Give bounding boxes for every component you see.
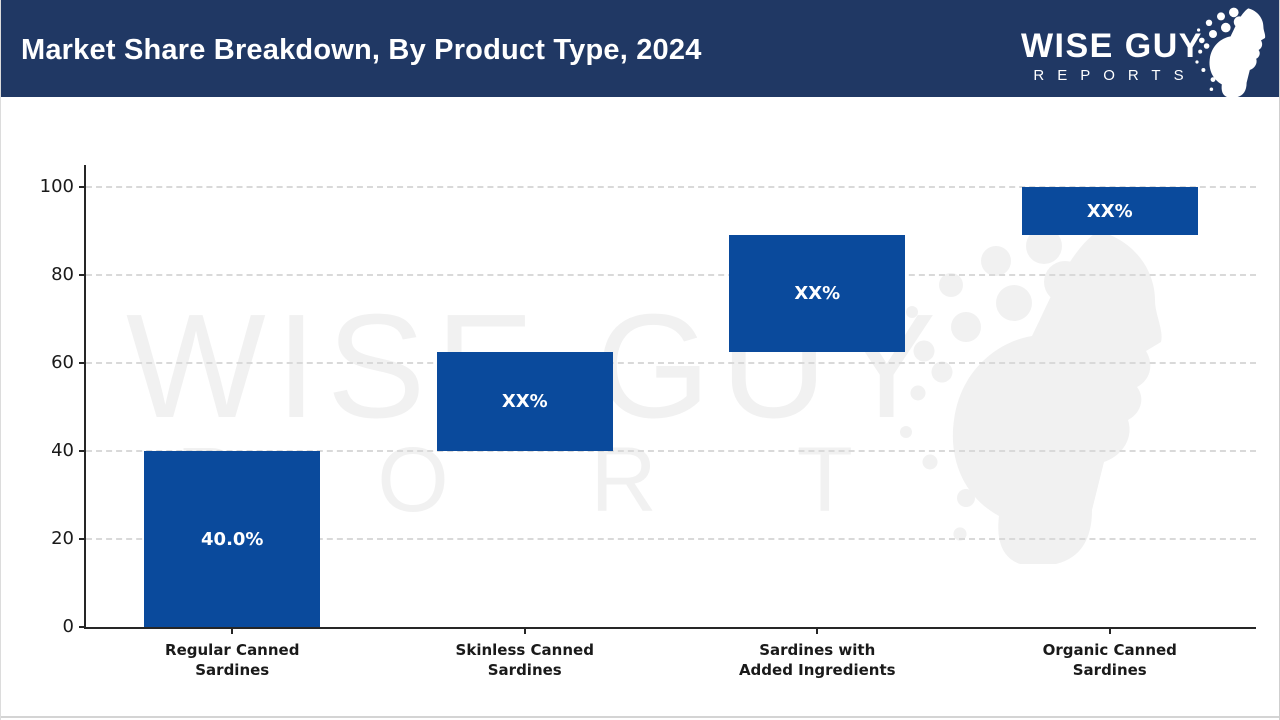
x-axis-category-line: Sardines with — [759, 641, 876, 659]
brand-name: WISE GUY — [1020, 26, 1203, 65]
x-axis-category-line: Skinless Canned — [455, 641, 594, 659]
bar-value-label: XX% — [794, 283, 841, 305]
x-tick — [816, 627, 819, 634]
y-axis-tick-label: 20 — [51, 528, 74, 549]
x-axis-category-label: Regular Canned Sardines — [107, 640, 357, 680]
brand-head-icon — [1195, 7, 1266, 98]
y-gridline — [86, 274, 1256, 276]
x-axis-category-line: Added Ingredients — [738, 661, 896, 679]
bar-segment: XX% — [436, 352, 613, 451]
bar-value-label: XX% — [501, 391, 548, 412]
x-axis-category-line: Sardines — [487, 661, 562, 679]
y-tick — [79, 186, 86, 188]
x-tick — [231, 627, 234, 634]
y-axis-tick-label: 0 — [62, 616, 74, 637]
bottom-divider — [1, 716, 1279, 718]
y-tick — [79, 450, 86, 452]
brand-subname: REPORTS — [1033, 66, 1197, 84]
x-axis-category-line: Sardines — [195, 661, 270, 679]
brand-logo-text: WISE GUY REPORTS — [1021, 27, 1203, 84]
y-tick — [79, 538, 86, 540]
y-axis-tick-label: 40 — [51, 440, 74, 461]
x-tick — [1108, 627, 1111, 634]
y-axis-tick-label: 80 — [51, 264, 74, 285]
page-title: Market Share Breakdown, By Product Type,… — [21, 34, 702, 66]
header-bar: Market Share Breakdown, By Product Type,… — [1, 0, 1279, 98]
x-axis-category-line: Sardines — [1072, 661, 1147, 679]
brand-logo: WISE GUY REPORTS — [1021, 6, 1271, 98]
x-axis-category-line: Organic Canned — [1042, 641, 1177, 659]
y-tick — [79, 362, 86, 364]
x-axis-category-label: Sardines with Added Ingredients — [692, 640, 942, 680]
y-gridline — [86, 186, 1256, 188]
x-axis-category-label: Organic Canned Sardines — [985, 640, 1235, 680]
y-axis-tick-label: 60 — [51, 352, 74, 373]
x-axis-category-label: Skinless Canned Sardines — [400, 640, 650, 680]
bar-value-label: 40.0% — [201, 528, 264, 550]
watermark-text-ports: P O R T S — [176, 429, 1113, 531]
x-tick — [523, 627, 526, 634]
x-axis-category-line: Regular Canned — [165, 641, 300, 659]
y-tick — [79, 274, 86, 276]
bar-segment: XX% — [1021, 187, 1198, 236]
y-gridline — [86, 450, 1256, 452]
y-axis-spine — [84, 165, 86, 629]
y-axis-tick-label: 100 — [39, 176, 74, 197]
watermark-head-icon — [900, 228, 1162, 564]
y-tick — [79, 626, 86, 628]
bar-segment: XX% — [729, 235, 906, 352]
y-gridline — [86, 538, 1256, 540]
bar-value-label: XX% — [1086, 200, 1133, 222]
y-gridline — [86, 362, 1256, 364]
bar-segment: 40.0% — [144, 451, 321, 627]
x-axis-spine — [84, 627, 1256, 629]
